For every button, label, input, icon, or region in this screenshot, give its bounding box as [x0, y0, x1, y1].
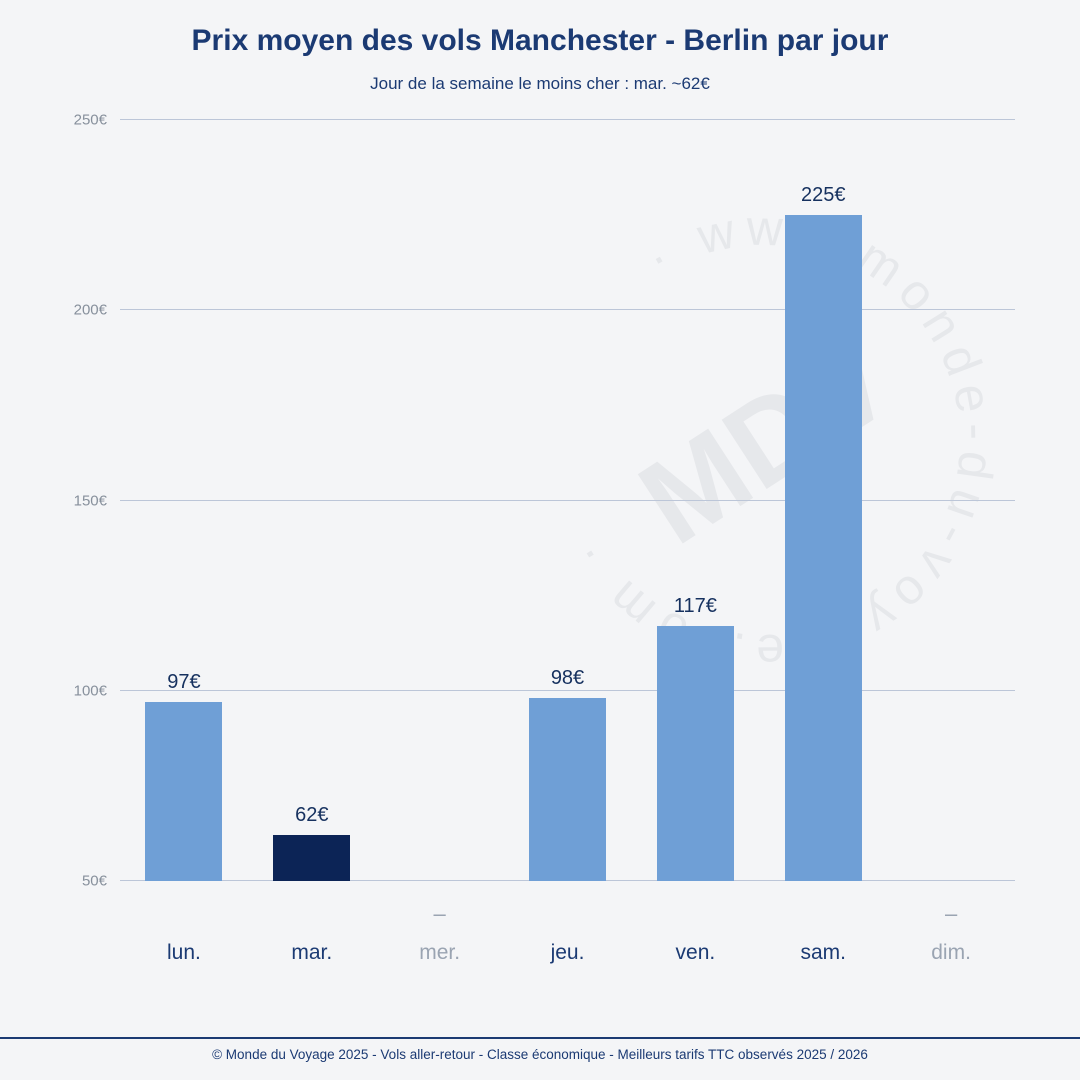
bar-value-label: 62€ — [295, 804, 329, 827]
bar-mar: 62€ — [273, 804, 351, 881]
x-slot: mar. — [248, 893, 376, 965]
bar-value-label: 225€ — [800, 184, 846, 207]
bar-jeu: 98€ — [529, 667, 606, 881]
gridline — [120, 309, 1015, 311]
bar-slot: 62€ — [248, 120, 376, 881]
bar-slot: 117€ — [631, 120, 759, 881]
bar-slot — [887, 120, 1015, 881]
x-tick-label: sam. — [800, 941, 846, 964]
x-tick-label: mar. — [291, 941, 333, 964]
x-tick-label: dim. — [931, 941, 971, 964]
gridline — [120, 689, 1015, 691]
y-tick-label: 150€ — [73, 492, 107, 509]
dash-spacer — [631, 893, 759, 935]
x-slot: jeu. — [504, 893, 632, 965]
x-slot: – dim. — [887, 893, 1015, 965]
bar-value-label: 97€ — [167, 671, 201, 694]
x-tick-label: ven. — [675, 941, 716, 964]
footer-text: © Monde du Voyage 2025 - Vols aller-reto… — [212, 1047, 868, 1062]
y-tick-label: 100€ — [73, 682, 107, 700]
x-tick-label: mer. — [419, 941, 461, 964]
no-data-dash: – — [944, 901, 958, 926]
footer-divider — [0, 1037, 1080, 1039]
bar-value-label: 98€ — [550, 667, 585, 690]
dash-spacer — [120, 893, 248, 935]
dash-spacer — [504, 893, 632, 935]
bar-sam: 225€ — [784, 184, 862, 881]
no-data-dash: – — [433, 901, 446, 926]
x-slot: lun. — [120, 893, 248, 965]
gridline — [120, 499, 1015, 501]
plot-area: 50€ 100€ 150€ 200€ 250€ 97€ 62€ 98€ 117€ 225€ — [74, 112, 1015, 890]
dash-spacer — [248, 893, 376, 935]
chart-title: Prix moyen des vols Manchester - Berlin … — [191, 24, 889, 57]
bar-slot: 225€ — [759, 120, 887, 881]
x-slot: sam. — [759, 893, 887, 965]
bar-ven: 117€ — [656, 595, 734, 881]
y-tick-label: 200€ — [73, 301, 107, 319]
x-slot: ven. — [631, 893, 759, 965]
x-axis: lun. mar. – mer. jeu. ven. sam. – dim. — [120, 893, 1015, 965]
dash-spacer — [759, 893, 887, 935]
x-slot: – mer. — [376, 893, 504, 965]
x-tick-label: lun. — [167, 941, 201, 964]
bar-slot: 97€ — [120, 120, 248, 881]
chart-subtitle: Jour de la semaine le moins cher : mar. … — [370, 74, 710, 93]
bars: 97€ 62€ 98€ 117€ 225€ — [120, 120, 1015, 881]
x-tick-label: jeu. — [550, 941, 585, 964]
bar-value-label: 117€ — [673, 595, 717, 618]
bar-lun: 97€ — [145, 671, 223, 881]
y-tick-label: 250€ — [73, 111, 107, 129]
y-tick-label: 50€ — [81, 872, 107, 890]
gridline — [120, 119, 1015, 120]
bar-slot: 98€ — [504, 120, 632, 881]
bar-slot — [376, 120, 504, 881]
